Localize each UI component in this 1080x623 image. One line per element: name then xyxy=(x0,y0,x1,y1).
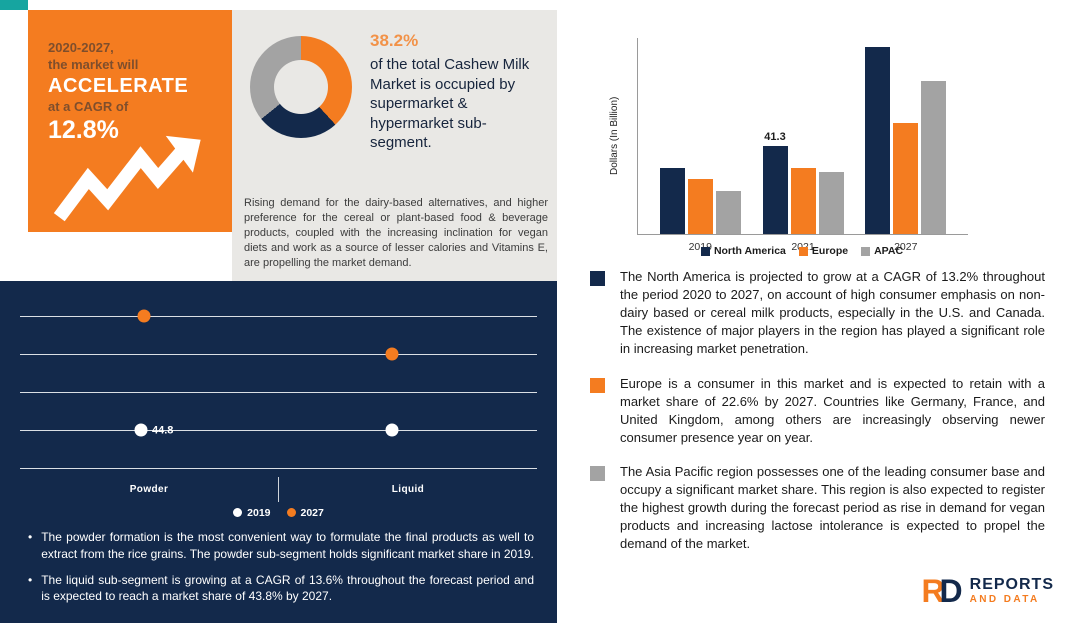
cagr-value: 12.8% xyxy=(48,115,119,144)
supermarket-callout-box: 38.2% of the total Cashew Milk Market is… xyxy=(232,10,557,281)
bar-chart-legend: North America Europe APAC xyxy=(637,245,967,257)
category-label-powder: Powder xyxy=(129,484,169,495)
demand-paragraph: Rising demand for the dairy-based altern… xyxy=(244,197,548,269)
logo-letter-r: R xyxy=(921,573,945,609)
formation-bullet-text: The liquid sub-segment is growing at a C… xyxy=(41,572,534,604)
regional-section: Dollars (In Billion) 2019 41.32021 2027 No… xyxy=(557,0,1080,623)
region-note-text: The North America is projected to grow a… xyxy=(620,269,1045,356)
region-notes-list: The North America is projected to grow a… xyxy=(590,268,1045,553)
legend-dot-icon xyxy=(233,508,243,517)
bar-apac-2019 xyxy=(715,191,741,234)
formation-bullet: • The powder formation is the most conven… xyxy=(28,529,534,563)
bar-legend-swatch-icon xyxy=(700,246,710,256)
data-dot-powder-2027 xyxy=(137,309,151,323)
cagr-callout-box: 2020-2027, the market will ACCELERATE at… xyxy=(28,10,232,232)
bar-north-america-2019 xyxy=(659,167,685,234)
donut-chart xyxy=(250,36,352,138)
supermarket-statement: of the total Cashew Milk Market is occup… xyxy=(370,56,530,152)
grid-line xyxy=(20,392,537,393)
logo-reports-text: REPORTS xyxy=(969,576,1054,593)
bar-legend-swatch-icon xyxy=(861,246,871,256)
regional-bar-chart: 2019 41.32021 2027 xyxy=(637,38,968,253)
accelerate-text: ACCELERATE xyxy=(48,74,189,97)
region-note-swatch xyxy=(590,377,605,393)
bullet-marker: • xyxy=(28,530,33,544)
formation-legend: 2019 2027 xyxy=(0,507,557,519)
formation-dot-chart: 44.8 xyxy=(20,309,537,469)
logo-anddata-text: AND DATA xyxy=(969,594,1040,605)
region-note-text: Europe is a consumer in this market and … xyxy=(620,375,1045,445)
bar-europe-2021 xyxy=(790,167,816,234)
formation-category-axis: Powder Liquid xyxy=(20,477,537,502)
region-note-text: The Asia Pacific region possesses one of… xyxy=(620,464,1045,552)
reports-and-data-logo: R D REPORTS AND DATA xyxy=(921,575,1054,607)
period-text: 2020-2027, xyxy=(48,40,114,55)
teal-corner-accent xyxy=(0,0,28,10)
bar-chart-ylabel: Dollars (In Billion) xyxy=(609,96,620,176)
legend-dot-icon xyxy=(286,508,296,517)
grid-line xyxy=(20,430,537,431)
bar-north-america-2027 xyxy=(865,46,891,234)
bar-legend-swatch-icon xyxy=(798,246,808,256)
formation-bullet-list: • The powder formation is the most conven… xyxy=(28,529,534,614)
growth-arrow-icon xyxy=(53,135,201,222)
bar-europe-2019 xyxy=(687,178,713,234)
region-note-1: Europe is a consumer in this market and … xyxy=(590,375,1045,447)
bar-value-label: 41.3 xyxy=(764,131,786,144)
bar-group-2027: 2027 xyxy=(865,38,947,253)
region-note-swatch xyxy=(590,466,605,482)
category-label-liquid: Liquid xyxy=(278,477,537,502)
legend-item-2019: 2019 xyxy=(233,507,271,519)
market-will-text: the market will xyxy=(48,56,139,72)
legend-item-2027: 2027 xyxy=(286,507,324,519)
data-dot-liquid-2027 xyxy=(385,347,399,361)
data-dot-value-label: 44.8 xyxy=(151,424,174,436)
bullet-marker: • xyxy=(28,572,33,587)
region-note-swatch xyxy=(590,271,605,286)
formation-bullet-text: The powder formation is the most conveni… xyxy=(41,530,534,561)
formation-bullet: • The liquid sub-segment is growing at a … xyxy=(28,572,534,606)
grid-line xyxy=(20,354,537,355)
data-dot-liquid-2019 xyxy=(385,423,399,437)
data-dot-powder-2019: 44.8 xyxy=(134,423,173,437)
bar-europe-2027 xyxy=(893,123,919,234)
bar-legend-item-north-america: North America xyxy=(700,245,786,257)
supermarket-percent: 38.2% xyxy=(370,31,419,50)
bar-legend-item-europe: Europe xyxy=(798,245,848,257)
bar-apac-2027 xyxy=(921,80,947,234)
region-note-2: The Asia Pacific region possesses one of… xyxy=(590,463,1045,553)
bar-group-2021: 41.32021 xyxy=(762,38,844,253)
bar-north-america-2021: 41.3 xyxy=(762,131,788,234)
x-tick-2027: 2027 xyxy=(894,241,918,253)
formation-panel: 44.8 Powder Liquid 2019 2027 • The powder f… xyxy=(0,281,557,623)
bar-group-2019: 2019 xyxy=(659,38,741,253)
cagr-label: at a CAGR of xyxy=(48,98,129,114)
logo-letter-d: D xyxy=(939,573,963,609)
region-note-0: The North America is projected to grow a… xyxy=(590,268,1045,358)
grid-line xyxy=(20,316,537,317)
donut-hole xyxy=(274,60,328,114)
supermarket-callout-text: 38.2% of the total Cashew Milk Market is… xyxy=(370,30,542,153)
logo-monogram: R D xyxy=(921,575,962,607)
bar-apac-2021 xyxy=(818,172,844,234)
logo-text: REPORTS AND DATA xyxy=(970,577,1054,605)
grid-line xyxy=(20,468,537,469)
bar-legend-item-apac: APAC xyxy=(861,245,903,257)
